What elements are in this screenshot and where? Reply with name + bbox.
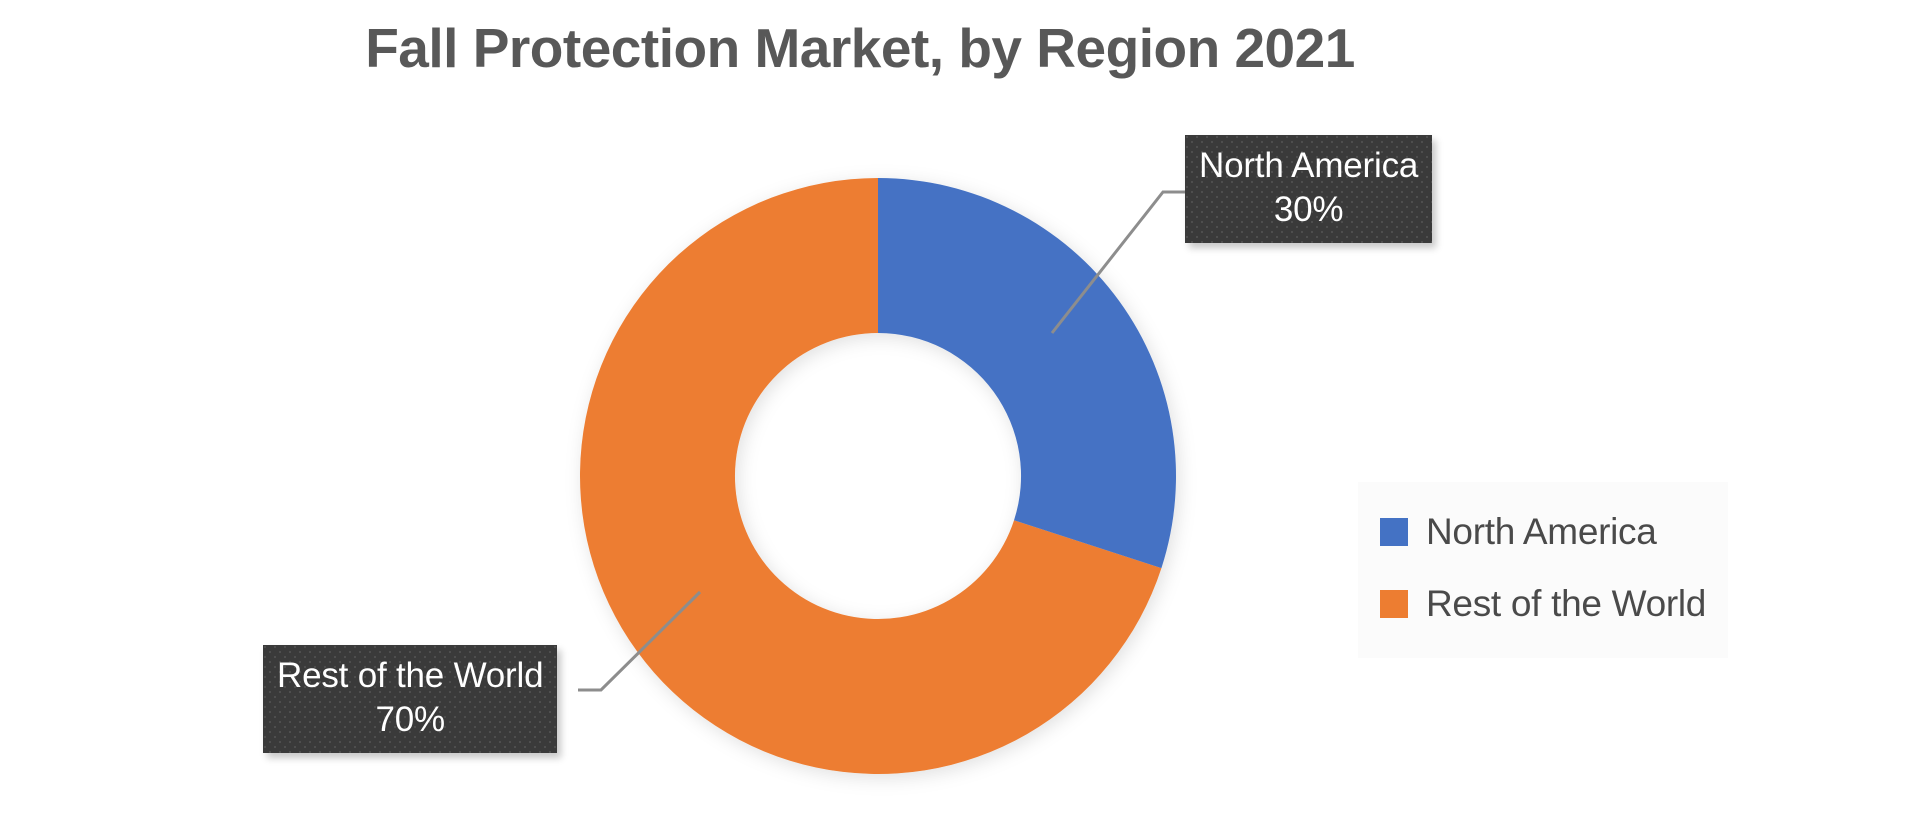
chart-legend: North America Rest of the World: [1358, 482, 1729, 658]
chart-title: Fall Protection Market, by Region 2021: [365, 17, 1355, 79]
data-label-rest-of-the-world-value: 70%: [375, 700, 445, 739]
data-label-north-america-name: North America: [1199, 146, 1419, 185]
data-label-north-america[interactable]: North America 30%: [1185, 135, 1432, 243]
legend-swatch-north-america: [1380, 518, 1408, 546]
data-label-rest-of-the-world[interactable]: Rest of the World 70%: [263, 645, 557, 753]
data-label-rest-of-the-world-name: Rest of the World: [277, 656, 544, 695]
data-label-north-america-value: 30%: [1273, 190, 1344, 229]
doughnut-chart: [580, 178, 1176, 774]
doughnut-svg: [580, 178, 1176, 774]
legend-item-north-america[interactable]: North America: [1380, 496, 1706, 568]
legend-label-rest-of-the-world: Rest of the World: [1426, 583, 1707, 624]
legend-item-rest-of-the-world[interactable]: Rest of the World: [1380, 568, 1706, 640]
slice-rest-of-the-world[interactable]: [580, 178, 1162, 774]
legend-swatch-rest-of-the-world: [1380, 590, 1408, 618]
slice-north-america[interactable]: [878, 178, 1176, 569]
legend-label-north-america: North America: [1426, 511, 1657, 552]
